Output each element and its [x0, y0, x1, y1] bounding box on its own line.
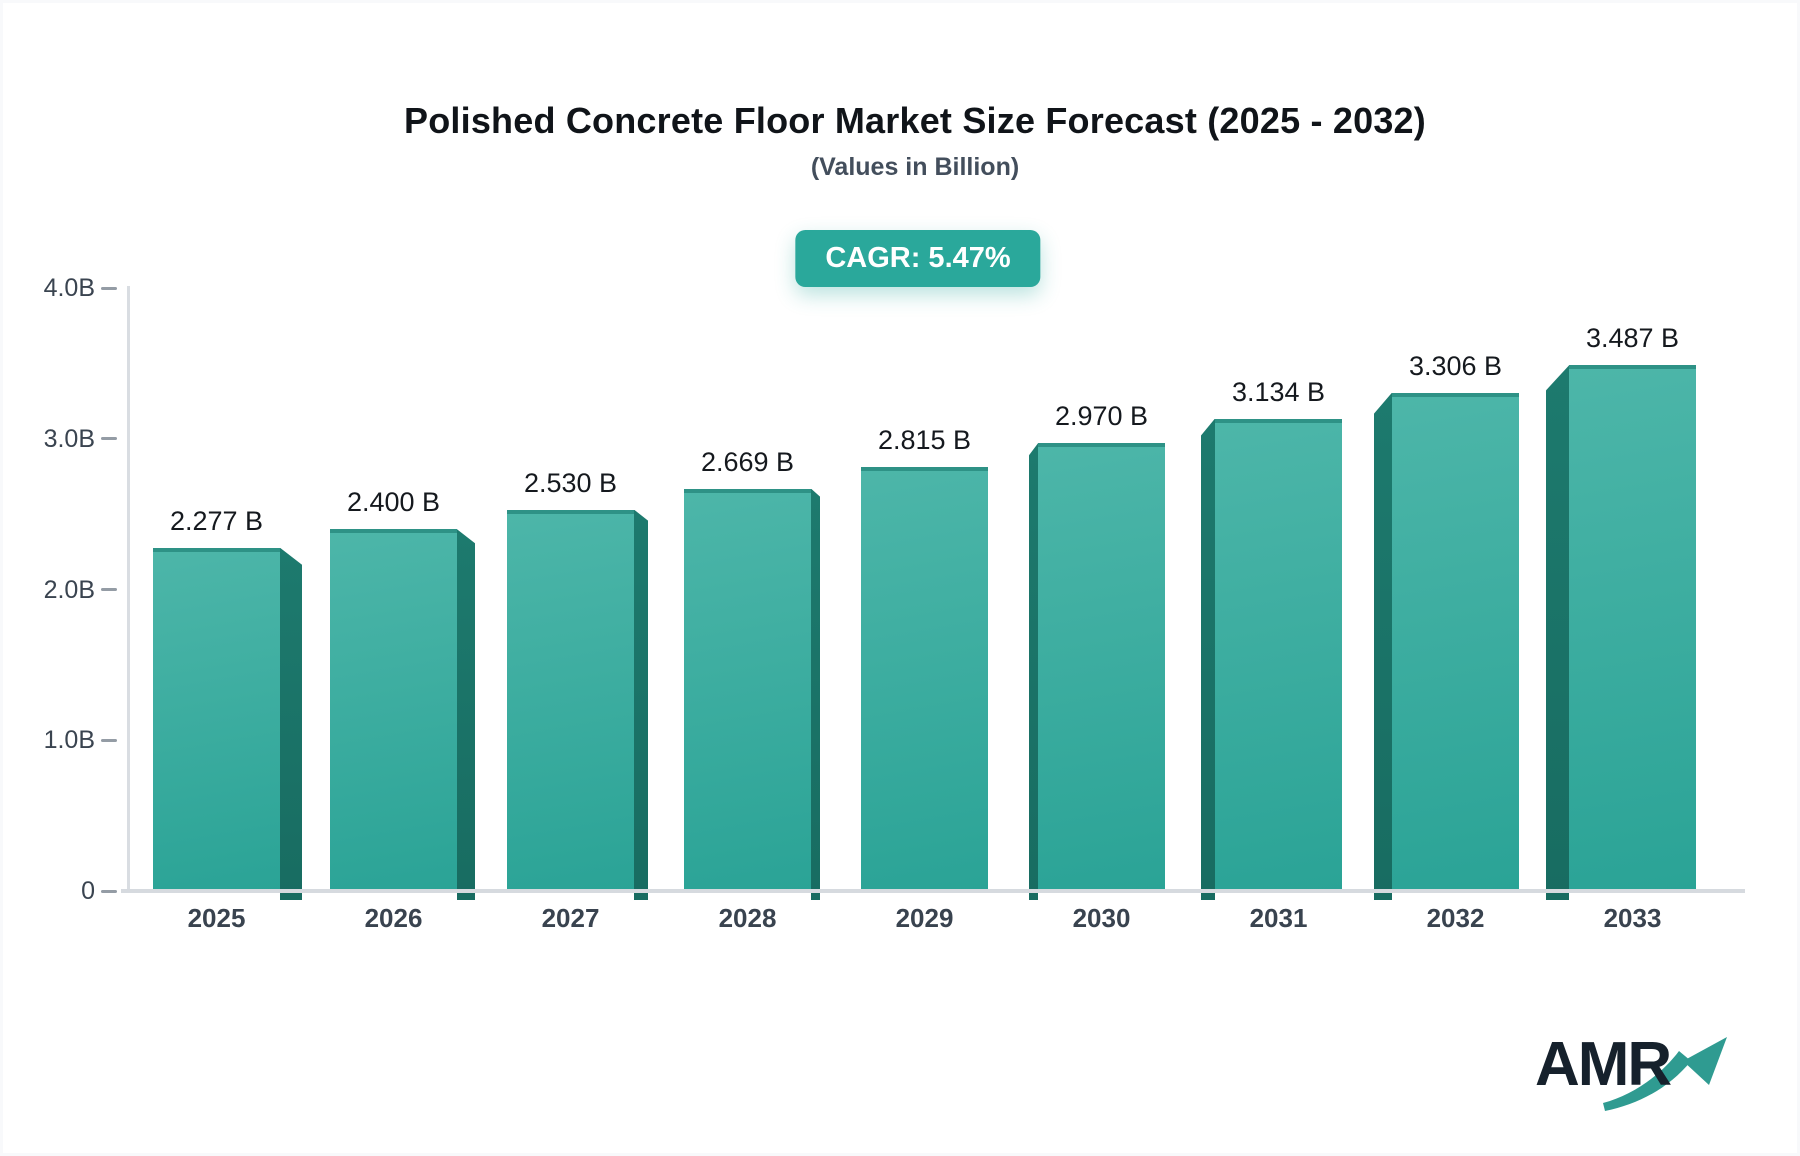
y-tick-mark-4.0B — [101, 286, 117, 290]
bar-value-2031: 3.134 B — [1231, 376, 1326, 407]
bar-side-panel-2030 — [1029, 443, 1038, 900]
bar-2031 — [1215, 418, 1342, 893]
bar-side-panel-2033 — [1546, 365, 1569, 900]
x-tick-label-2028: 2028 — [718, 903, 777, 933]
bar-top-edge-2025 — [153, 547, 280, 552]
bar-side-panel-2031 — [1201, 418, 1215, 900]
bar-value-2026: 2.400 B — [346, 487, 441, 518]
bar-value-2025: 2.277 B — [169, 505, 264, 536]
y-tick-mark-3.0B — [101, 437, 117, 441]
cagr-badge: CAGR: 5.47% — [795, 230, 1041, 287]
y-tick-label-3.0B: 3.0B — [43, 424, 95, 453]
bar-2033 — [1569, 365, 1696, 893]
y-tick-label-0: 0 — [81, 877, 95, 905]
y-tick-label-4.0B: 4.0B — [43, 274, 95, 302]
bar-top-edge-2030 — [1038, 443, 1165, 448]
chart-title: Polished Concrete Floor Market Size Fore… — [404, 100, 1426, 141]
x-tick-label-2033: 2033 — [1603, 903, 1662, 933]
bar-value-2029: 2.815 B — [877, 424, 972, 455]
x-tick-label-2025: 2025 — [187, 903, 246, 933]
bar-top-edge-2032 — [1392, 392, 1519, 397]
bar-value-2033: 3.487 B — [1585, 323, 1680, 354]
y-tick-mark-2.0B — [101, 588, 117, 591]
bar-value-2032: 3.306 B — [1408, 350, 1503, 381]
bar-top-edge-2027 — [507, 509, 634, 514]
amr-logo: AMR — [1535, 1029, 1745, 1121]
bar-2026 — [330, 529, 457, 893]
bar-side-panel-2028 — [811, 488, 820, 900]
bar-2030 — [1038, 443, 1165, 893]
bar-side-panel-2025 — [280, 547, 302, 900]
amr-logo-text: AMR — [1535, 1030, 1672, 1099]
x-tick-label-2031: 2031 — [1249, 903, 1308, 933]
y-tick-mark-1.0B — [101, 738, 117, 742]
x-tick-label-2026: 2026 — [364, 903, 423, 933]
bar-2032 — [1392, 392, 1519, 893]
bar-top-edge-2026 — [330, 529, 457, 534]
y-tick-label-2.0B: 2.0B — [43, 575, 95, 604]
x-tick-label-2032: 2032 — [1426, 903, 1485, 933]
bar-value-2027: 2.530 B — [523, 467, 618, 498]
bar-2029 — [861, 466, 988, 893]
amr-logo-arrow-icon — [1603, 1037, 1727, 1111]
x-tick-label-2030: 2030 — [1072, 903, 1131, 933]
bar-side-panel-2027 — [634, 509, 648, 900]
y-tick-mark-0 — [101, 889, 117, 893]
x-tick-label-2027: 2027 — [541, 903, 600, 933]
x-tick-label-2029: 2029 — [895, 903, 954, 933]
bar-top-edge-2028 — [684, 488, 811, 493]
bar-top-edge-2033 — [1569, 365, 1696, 370]
bar-2028 — [684, 488, 811, 893]
y-tick-label-1.0B: 1.0B — [43, 726, 95, 755]
bar-side-panel-2032 — [1374, 392, 1392, 900]
bar-2025 — [153, 547, 280, 893]
x-axis-baseline — [121, 889, 1745, 893]
bar-side-panel-2026 — [457, 529, 475, 900]
bar-2027 — [507, 509, 634, 893]
y-axis-line — [127, 286, 130, 893]
chart-subtitle: (Values in Billion) — [810, 153, 1020, 181]
bar-top-edge-2031 — [1215, 418, 1342, 423]
bar-top-edge-2029 — [861, 466, 988, 471]
bar-value-2030: 2.970 B — [1054, 401, 1149, 432]
bar-value-2028: 2.669 B — [700, 446, 795, 477]
